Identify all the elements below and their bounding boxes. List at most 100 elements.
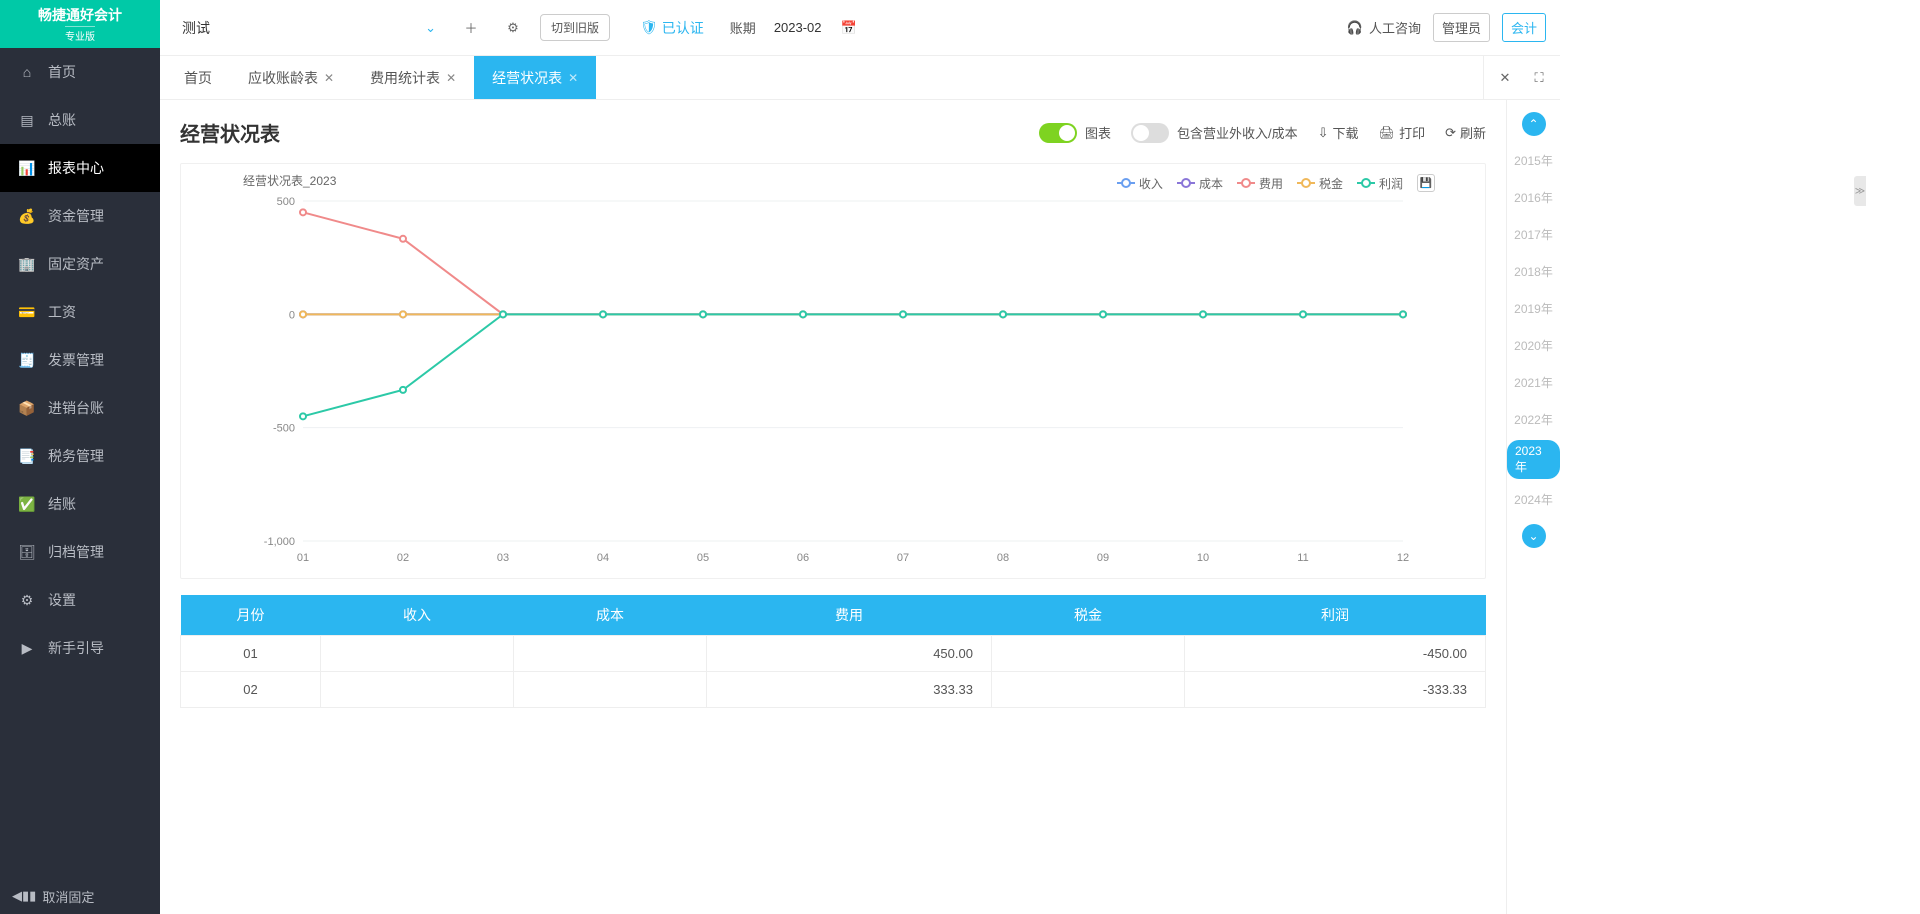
year-item[interactable]: 2022年 <box>1510 403 1557 436</box>
year-item[interactable]: 2019年 <box>1510 292 1557 325</box>
tab-item[interactable]: 经营状况表 ✕ <box>474 56 596 99</box>
calendar-icon[interactable]: 📅 <box>834 13 864 43</box>
sidebar-item-label: 设置 <box>48 590 76 610</box>
legend-label: 费用 <box>1259 175 1283 192</box>
sidebar-item-label: 结账 <box>48 494 76 514</box>
sidebar-item-label: 报表中心 <box>48 158 104 178</box>
topbar: 测试 ⌄ ＋ ⚙ 切到旧版 🛡 已认证 账期 2023-02 📅 🎧 人工咨询 … <box>160 0 1560 56</box>
salary-icon: 💳 <box>18 303 36 321</box>
sidebar-item-report[interactable]: 📊报表中心 <box>0 144 160 192</box>
legend-item[interactable]: .legend-line[style*='#f08a8a']::after{bo… <box>1237 175 1283 192</box>
download-label: 下载 <box>1333 123 1359 142</box>
tab-item[interactable]: 首页 <box>166 56 230 99</box>
year-item[interactable]: 2015年 <box>1510 144 1557 177</box>
chart-container: 经营状况表_2023 .legend-line[style*='#6a9ff0'… <box>180 163 1486 579</box>
legend-item[interactable]: .legend-line[style*='#f0b85a']::after{bo… <box>1297 175 1343 192</box>
sidebar-unpin[interactable]: ◀▮▮ 取消固定 <box>0 878 160 914</box>
expand-rail-handle[interactable]: ≫ <box>1854 176 1866 206</box>
table-header: 税金 <box>991 595 1184 636</box>
sidebar-item-guide[interactable]: ▶ 新手引导 <box>0 624 160 672</box>
svg-text:08: 08 <box>997 552 1009 564</box>
home-icon: ⌂ <box>18 63 36 81</box>
download-button[interactable]: ⇩ 下载 <box>1318 123 1359 142</box>
sidebar-item-salary[interactable]: 💳 工资 <box>0 288 160 336</box>
table-cell <box>321 636 514 672</box>
toggle-include-label: 包含营业外收入/成本 <box>1177 123 1298 142</box>
customer-service-button[interactable]: 🎧 人工咨询 <box>1347 18 1421 37</box>
tax-icon: 📑 <box>18 447 36 465</box>
print-icon: 🖨 <box>1379 125 1396 141</box>
toggle-include-extra[interactable]: 包含营业外收入/成本 <box>1131 123 1298 143</box>
sidebar-item-close[interactable]: ✅结账 <box>0 480 160 528</box>
legend-label: 税金 <box>1319 175 1343 192</box>
table-row: 02333.33-333.33 <box>181 672 1486 708</box>
download-icon: ⇩ <box>1318 125 1329 141</box>
guide-icon: ▶ <box>18 639 36 657</box>
tab-label: 经营状况表 <box>492 68 562 88</box>
scroll-down-button[interactable]: ⌄ <box>1522 524 1546 548</box>
year-rail: ⌃ 2015年 2016年 2017年 2018年 2019年 2020年 2021年 2022… <box>1506 100 1560 914</box>
year-item[interactable]: 2020年 <box>1510 329 1557 362</box>
table-cell: -450.00 <box>1184 636 1485 672</box>
table-cell <box>991 636 1184 672</box>
sidebar-item-stock[interactable]: 📦进销台账 <box>0 384 160 432</box>
year-item[interactable]: 2016年 <box>1510 181 1557 214</box>
switch-old-version-button[interactable]: 切到旧版 <box>540 14 610 41</box>
save-chart-icon[interactable]: 💾 <box>1417 174 1435 192</box>
svg-text:11: 11 <box>1297 552 1308 564</box>
sidebar-item-asset[interactable]: 🏢固定资产 <box>0 240 160 288</box>
sidebar-item-tax[interactable]: 📑税务管理 <box>0 432 160 480</box>
refresh-button[interactable]: ⟳ 刷新 <box>1445 123 1486 142</box>
sidebar-item-home[interactable]: ⌂ 首页 <box>0 48 160 96</box>
print-button[interactable]: 🖨 打印 <box>1379 123 1426 142</box>
add-button[interactable]: ＋ <box>456 13 486 43</box>
brand-name: 畅捷通好会计 <box>38 5 122 25</box>
svg-text:09: 09 <box>1097 552 1109 564</box>
svg-text:06: 06 <box>797 552 809 564</box>
year-item[interactable]: 2018年 <box>1510 255 1557 288</box>
fullscreen-button[interactable]: ⛶ <box>1524 63 1554 93</box>
unpin-icon: ◀▮▮ <box>12 888 36 904</box>
sidebar-item-settings[interactable]: ⚙设置 <box>0 576 160 624</box>
chevron-down-icon: ⌄ <box>425 20 436 36</box>
svg-text:12: 12 <box>1397 552 1409 564</box>
close-icon[interactable]: ✕ <box>324 71 334 85</box>
tab-bar: 首页应收账龄表✕费用统计表✕经营状况表✕ ✕ ⛶ <box>160 56 1560 100</box>
shield-icon: 🛡 <box>640 19 658 36</box>
chart-legend: .legend-line[style*='#6a9ff0']::after{bo… <box>1117 174 1435 192</box>
svg-text:07: 07 <box>897 552 909 564</box>
certified-label: 已认证 <box>662 18 704 38</box>
org-selector[interactable]: 测试 ⌄ <box>174 14 444 42</box>
tab-item[interactable]: 应收账龄表 ✕ <box>230 56 352 99</box>
legend-item[interactable]: .legend-line[style*='#6a9ff0']::after{bo… <box>1117 175 1163 192</box>
year-item[interactable]: 2021年 <box>1510 366 1557 399</box>
sidebar-item-ledger[interactable]: ▤总账 <box>0 96 160 144</box>
close-icon[interactable]: ✕ <box>568 71 578 85</box>
sidebar-item-label: 新手引导 <box>48 638 104 658</box>
close-tab-button[interactable]: ✕ <box>1490 63 1520 93</box>
sidebar-item-archive[interactable]: 🗄归档管理 <box>0 528 160 576</box>
scroll-up-button[interactable]: ⌃ <box>1522 112 1546 136</box>
sidebar-item-label: 首页 <box>48 62 76 82</box>
close-icon[interactable]: ✕ <box>446 71 456 85</box>
sidebar-item-fund[interactable]: 💰资金管理 <box>0 192 160 240</box>
legend-item[interactable]: .legend-line[style*='#2cc9a7']::after{bo… <box>1357 175 1403 192</box>
gear-icon[interactable]: ⚙ <box>498 13 528 43</box>
sidebar-item-invoice[interactable]: 🧾发票管理 <box>0 336 160 384</box>
role-account-button[interactable]: 会计 <box>1502 13 1546 42</box>
sidebar-item-label: 工资 <box>48 302 76 322</box>
tab-item[interactable]: 费用统计表✕ <box>352 56 474 99</box>
sidebar-item-label: 进销台账 <box>48 398 104 418</box>
svg-text:0: 0 <box>289 309 295 321</box>
year-item[interactable]: 2023年 <box>1507 440 1560 479</box>
table-cell: 01 <box>181 636 321 672</box>
table-cell: 333.33 <box>707 672 992 708</box>
year-item[interactable]: 2024年 <box>1510 483 1557 516</box>
tab-label: 应收账龄表 <box>248 68 318 88</box>
period-value[interactable]: 2023-02 <box>774 20 822 35</box>
toggle-chart[interactable]: 图表 <box>1039 123 1111 143</box>
role-admin-button[interactable]: 管理员 <box>1433 13 1490 42</box>
sidebar: 畅捷通好会计 专业版 ⌂首页▤总账📊报表中心💰资金管理🏢固定资产💳工资🧾发票管理… <box>0 0 160 914</box>
year-item[interactable]: 2017年 <box>1510 218 1557 251</box>
legend-item[interactable]: .legend-line[style*='#8a76d8']::after{bo… <box>1177 175 1223 192</box>
